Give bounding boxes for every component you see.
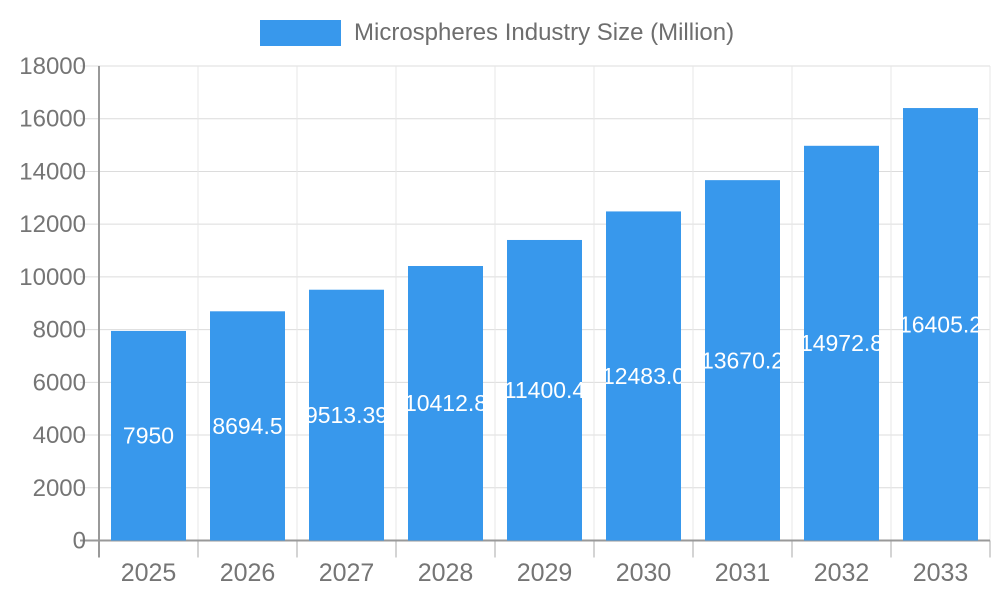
x-tick-label-2029: 2029 [517, 559, 573, 587]
y-tick-label-0: 0 [73, 528, 86, 555]
bar-2027[interactable] [309, 289, 384, 541]
bar-label-2029: 11400.4 [504, 377, 586, 403]
bar-2032[interactable] [804, 145, 879, 541]
y-tick-label-16000: 16000 [19, 106, 86, 133]
bar-label-clip: 8694.5 [212, 413, 282, 439]
legend[interactable]: Microspheres Industry Size (Million) [260, 19, 734, 47]
bar-label-clip: 11400.4 [504, 377, 586, 403]
y-tick-label-18000: 18000 [19, 53, 86, 80]
bar-label-2025: 7950 [123, 423, 174, 449]
y-tick-label-2000: 2000 [33, 475, 86, 502]
bar-label-clip: 7950 [123, 423, 174, 449]
legend-swatch-icon [260, 20, 341, 46]
bar-label-clip: 16405.2 [899, 311, 982, 337]
bar-label-2033: 16405.2 [899, 311, 982, 337]
x-tick-label-2027: 2027 [319, 559, 375, 587]
y-tick-label-10000: 10000 [19, 264, 86, 291]
bar-label-clip: 12483.0 [602, 363, 685, 389]
x-tick-label-2025: 2025 [121, 559, 177, 587]
bar-label-clip: 14972.8 [800, 330, 883, 356]
bar-label-2026: 8694.5 [212, 413, 282, 439]
x-tick-label-2030: 2030 [616, 559, 672, 587]
bar-2031[interactable] [705, 180, 780, 541]
bar-label-2027: 9513.39 [305, 402, 388, 428]
x-tick-label-2031: 2031 [715, 559, 771, 587]
x-tick-label-2033: 2033 [913, 559, 969, 587]
bar-2028[interactable] [408, 266, 483, 541]
bar-2025[interactable] [111, 330, 186, 541]
bar-2030[interactable] [606, 211, 681, 541]
bar-2026[interactable] [210, 311, 285, 541]
y-tick-label-14000: 14000 [19, 158, 86, 185]
bar-label-2032: 14972.8 [800, 330, 883, 356]
x-tick-label-2028: 2028 [418, 559, 474, 587]
bar-2033[interactable] [903, 108, 978, 541]
x-tick-label-2032: 2032 [814, 559, 870, 587]
bar-2029[interactable] [507, 239, 582, 541]
y-tick-label-8000: 8000 [33, 317, 86, 344]
legend-label: Microspheres Industry Size (Million) [354, 19, 735, 46]
bar-label-clip: 13670.2 [701, 347, 784, 373]
bar-label-clip: 9513.39 [305, 402, 388, 428]
y-tick-label-6000: 6000 [33, 369, 86, 396]
bar-label-2031: 13670.2 [701, 347, 784, 373]
bar-label-clip: 10412.8 [404, 390, 487, 416]
bar-label-2030: 12483.0 [602, 363, 685, 389]
bar-label-2028: 10412.8 [404, 390, 487, 416]
y-tick-label-12000: 12000 [19, 211, 86, 238]
x-tick-label-2026: 2026 [220, 559, 276, 587]
y-tick-label-4000: 4000 [33, 422, 86, 449]
